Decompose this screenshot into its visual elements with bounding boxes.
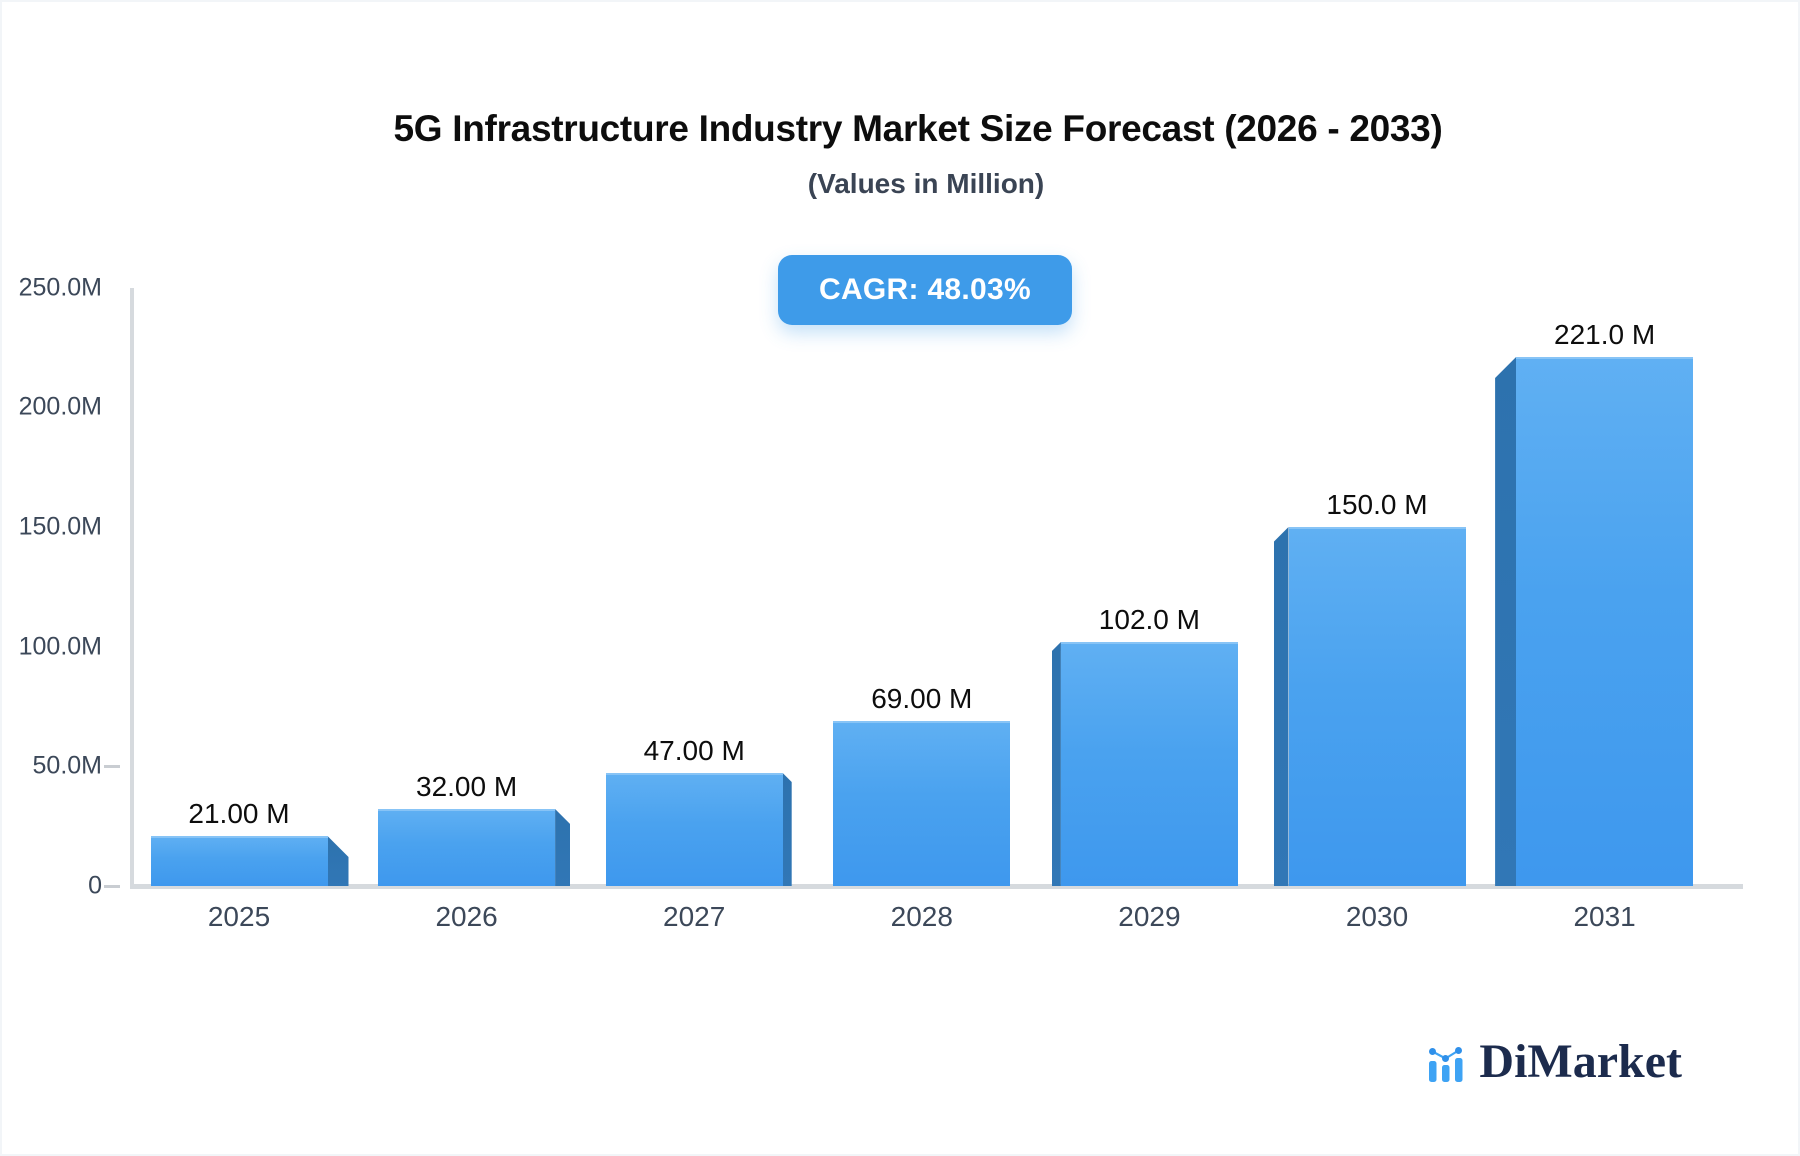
x-tick-label: 2030 bbox=[1345, 901, 1409, 932]
y-tick-dash bbox=[104, 764, 120, 768]
x-tick-label: 2025 bbox=[207, 901, 271, 932]
chart-title: 5G Infrastructure Industry Market Size F… bbox=[393, 108, 1443, 149]
brand-logo: DiMarket bbox=[1424, 1038, 1682, 1086]
bar-2028 bbox=[833, 721, 1011, 886]
bar-2031 bbox=[1516, 357, 1694, 886]
bar-side-face bbox=[1273, 527, 1289, 886]
bar-side-face bbox=[555, 809, 571, 886]
bar-value-label: 47.00 M bbox=[643, 735, 745, 766]
x-tick-label: 2026 bbox=[435, 901, 498, 932]
bar-side-face bbox=[1051, 642, 1061, 886]
x-tick-label: 2028 bbox=[890, 901, 953, 932]
brand-name: DiMarket bbox=[1479, 1035, 1682, 1088]
y-tick-label: 0 bbox=[88, 871, 102, 900]
y-tick-label: 50.0M bbox=[32, 751, 102, 780]
bar-value-label: 102.0 M bbox=[1098, 604, 1200, 635]
y-tick-label: 200.0M bbox=[18, 392, 102, 421]
bar-side-face bbox=[782, 773, 792, 886]
y-tick-label: 150.0M bbox=[18, 512, 102, 541]
cagr-badge: CAGR: 48.03% bbox=[778, 255, 1072, 325]
bar-value-label: 32.00 M bbox=[416, 771, 518, 802]
bar-2027 bbox=[605, 773, 783, 886]
bar-chart-logo-icon bbox=[1429, 1047, 1463, 1082]
y-tick-dash bbox=[104, 884, 120, 888]
bar-2026 bbox=[378, 809, 556, 886]
bar-side-face bbox=[1495, 357, 1517, 886]
bar-side-face bbox=[327, 836, 349, 886]
bar-2030 bbox=[1288, 527, 1466, 886]
y-axis-line bbox=[130, 288, 134, 886]
cagr-badge-label: CAGR: 48.03% bbox=[818, 273, 1031, 306]
bar-2025 bbox=[150, 836, 328, 886]
x-tick-label: 2029 bbox=[1118, 901, 1181, 932]
x-axis-line bbox=[130, 884, 1743, 889]
bar-value-label: 221.0 M bbox=[1554, 319, 1656, 350]
bar-2029 bbox=[1060, 642, 1238, 886]
y-tick-label: 100.0M bbox=[18, 632, 102, 661]
bar-value-label: 150.0 M bbox=[1326, 489, 1428, 520]
x-tick-label: 2031 bbox=[1573, 901, 1636, 932]
bar-value-label: 21.00 M bbox=[188, 798, 290, 829]
bar-value-label: 69.00 M bbox=[871, 683, 973, 714]
x-tick-label: 2027 bbox=[663, 901, 726, 932]
chart-subtitle: (Values in Million) bbox=[807, 168, 1045, 199]
y-tick-label: 250.0M bbox=[18, 273, 102, 301]
